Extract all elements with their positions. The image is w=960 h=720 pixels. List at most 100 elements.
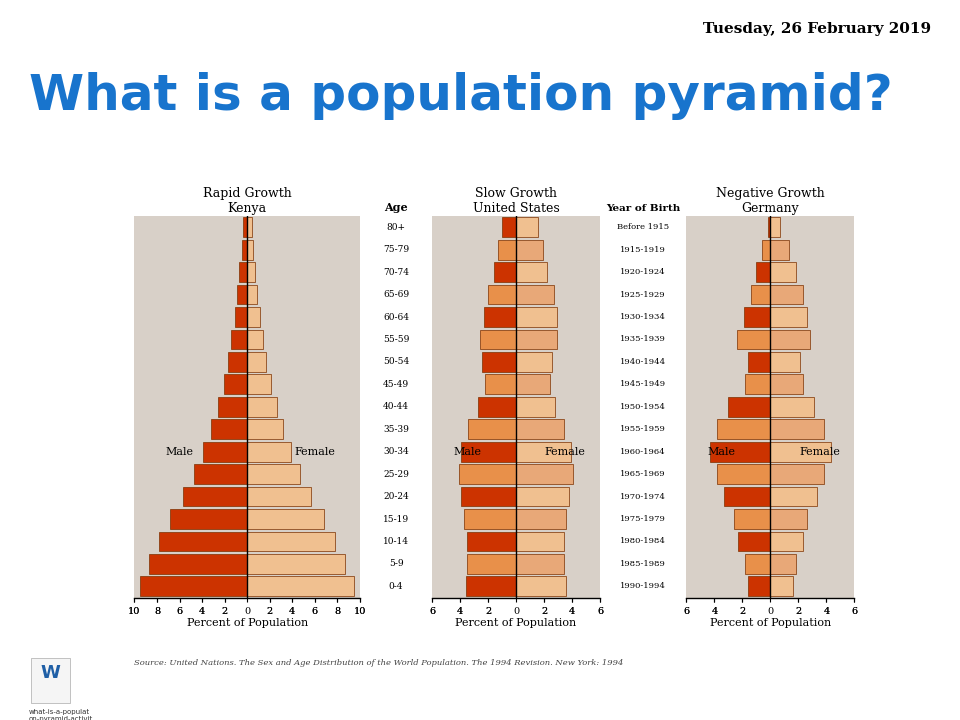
- Bar: [516, 240, 542, 259]
- Bar: [248, 464, 300, 484]
- Bar: [770, 240, 788, 259]
- Bar: [239, 262, 248, 282]
- Bar: [770, 284, 803, 305]
- Bar: [493, 262, 516, 282]
- Text: 45-49: 45-49: [383, 380, 409, 389]
- Bar: [183, 487, 248, 506]
- Bar: [482, 352, 516, 372]
- Text: 70-74: 70-74: [383, 268, 409, 276]
- Bar: [248, 554, 346, 574]
- Text: 0-4: 0-4: [389, 582, 403, 591]
- Bar: [204, 442, 248, 462]
- Text: Age: Age: [384, 202, 408, 212]
- Text: Male: Male: [708, 446, 735, 456]
- Bar: [770, 330, 809, 349]
- Bar: [770, 307, 806, 327]
- Bar: [171, 509, 248, 529]
- Bar: [516, 330, 557, 349]
- Bar: [516, 262, 547, 282]
- Bar: [770, 262, 796, 282]
- Bar: [485, 374, 516, 395]
- Bar: [770, 487, 817, 506]
- Bar: [516, 397, 555, 417]
- Bar: [516, 464, 573, 484]
- Text: 50-54: 50-54: [383, 357, 409, 366]
- Bar: [516, 531, 564, 552]
- Bar: [248, 240, 252, 259]
- X-axis label: Percent of Population: Percent of Population: [455, 618, 577, 629]
- X-axis label: Percent of Population: Percent of Population: [186, 618, 308, 629]
- Text: 1985-1989: 1985-1989: [620, 560, 666, 568]
- Text: 25-29: 25-29: [383, 469, 409, 479]
- Bar: [140, 577, 248, 596]
- Bar: [484, 307, 516, 327]
- Bar: [516, 307, 557, 327]
- Bar: [248, 262, 255, 282]
- Bar: [224, 374, 248, 395]
- Text: 1960-1964: 1960-1964: [620, 448, 666, 456]
- Bar: [736, 330, 770, 349]
- Text: 1965-1969: 1965-1969: [620, 470, 666, 478]
- Text: 5-9: 5-9: [389, 559, 403, 568]
- Text: Source: United Nations. The Sex and Age Distribution of the World Population. Th: Source: United Nations. The Sex and Age …: [134, 659, 624, 667]
- Bar: [516, 374, 549, 395]
- Bar: [770, 442, 830, 462]
- Bar: [248, 442, 291, 462]
- Bar: [149, 554, 248, 574]
- Text: 80+: 80+: [387, 222, 405, 232]
- Bar: [467, 554, 516, 574]
- Bar: [248, 531, 335, 552]
- Bar: [516, 284, 554, 305]
- Bar: [516, 419, 564, 439]
- Bar: [248, 217, 252, 237]
- Bar: [770, 531, 803, 552]
- Text: 1930-1934: 1930-1934: [620, 313, 666, 321]
- Bar: [724, 487, 770, 506]
- Bar: [243, 217, 248, 237]
- Text: Female: Female: [799, 446, 840, 456]
- Text: Tuesday, 26 February 2019: Tuesday, 26 February 2019: [703, 22, 931, 35]
- Bar: [218, 397, 248, 417]
- Text: 1990-1994: 1990-1994: [620, 582, 666, 590]
- Bar: [462, 487, 516, 506]
- Text: Female: Female: [544, 446, 586, 456]
- Bar: [248, 577, 354, 596]
- Text: 1945-1949: 1945-1949: [620, 380, 666, 388]
- Bar: [516, 577, 566, 596]
- Bar: [744, 307, 770, 327]
- Bar: [770, 577, 793, 596]
- Bar: [466, 577, 516, 596]
- Bar: [756, 262, 770, 282]
- Text: 1915-1919: 1915-1919: [620, 246, 666, 253]
- Text: 1950-1954: 1950-1954: [620, 402, 666, 411]
- Text: Before 1915: Before 1915: [617, 223, 669, 231]
- Bar: [770, 374, 803, 395]
- Bar: [248, 352, 266, 372]
- Text: PRO: PRO: [871, 680, 920, 699]
- Bar: [467, 531, 516, 552]
- Title: Rapid Growth
Kenya: Rapid Growth Kenya: [203, 186, 292, 215]
- Bar: [516, 352, 552, 372]
- Bar: [516, 217, 539, 237]
- Bar: [770, 397, 814, 417]
- Bar: [498, 240, 516, 259]
- Bar: [710, 442, 770, 462]
- Bar: [488, 284, 516, 305]
- Text: 35-39: 35-39: [383, 425, 409, 433]
- Bar: [770, 217, 780, 237]
- Text: Male: Male: [453, 446, 481, 456]
- Text: 55-59: 55-59: [383, 335, 409, 344]
- Bar: [748, 577, 770, 596]
- Text: 1970-1974: 1970-1974: [620, 492, 666, 500]
- Bar: [248, 307, 259, 327]
- Bar: [194, 464, 248, 484]
- Bar: [770, 509, 806, 529]
- Text: 1925-1929: 1925-1929: [620, 291, 666, 299]
- Text: 30-34: 30-34: [383, 447, 409, 456]
- Title: Slow Growth
United States: Slow Growth United States: [472, 186, 560, 215]
- Bar: [738, 531, 770, 552]
- Bar: [751, 284, 770, 305]
- Bar: [717, 419, 770, 439]
- Bar: [248, 487, 311, 506]
- Text: 65-69: 65-69: [383, 290, 409, 299]
